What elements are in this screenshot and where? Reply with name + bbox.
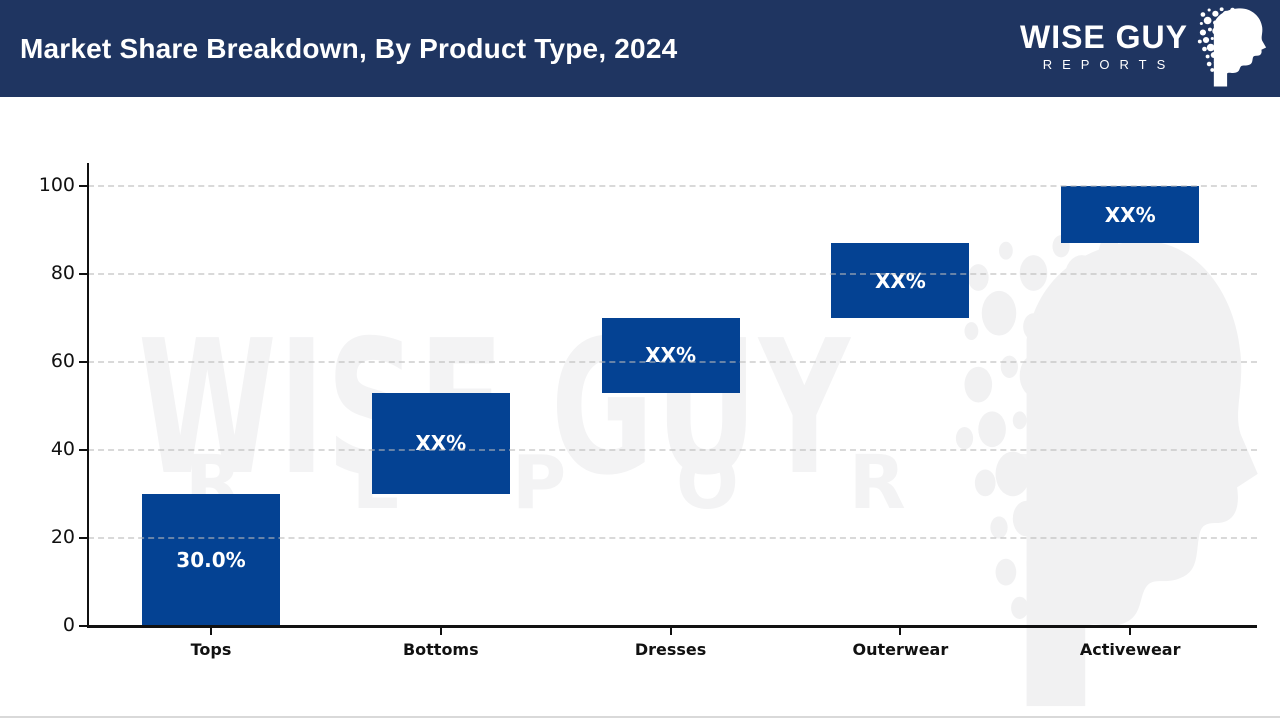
y-tick-label: 0 xyxy=(62,614,75,636)
gridline xyxy=(88,361,1257,363)
bottom-divider xyxy=(0,716,1280,718)
y-tick-label: 80 xyxy=(50,262,75,284)
x-category-label: Dresses xyxy=(634,640,707,659)
page-title: Market Share Breakdown, By Product Type,… xyxy=(20,32,678,64)
bar-value-label: XX% xyxy=(874,268,926,293)
header-bar: Market Share Breakdown, By Product Type,… xyxy=(0,0,1280,97)
bar-value-label: XX% xyxy=(645,343,697,368)
y-tick-mark xyxy=(79,537,88,539)
y-tick-label: 100 xyxy=(38,174,75,196)
watermark-head-logo-icon xyxy=(955,235,1258,707)
y-tick-label: 60 xyxy=(50,350,75,372)
y-tick-mark xyxy=(79,185,88,187)
brand-subtitle: REPORTS xyxy=(1042,56,1176,72)
x-axis xyxy=(87,625,1257,628)
x-tick-mark xyxy=(439,628,442,635)
x-category-label: Bottoms xyxy=(402,640,479,659)
x-category-label: Tops xyxy=(190,640,232,659)
bar-segment: XX% xyxy=(831,243,970,318)
brand-head-logo-icon xyxy=(1197,7,1267,87)
gridline xyxy=(88,185,1257,187)
x-category-label: Activewear xyxy=(1079,640,1181,659)
x-tick-mark xyxy=(1129,628,1132,635)
bar-value-label: XX% xyxy=(1104,202,1156,227)
x-category-label: Outerwear xyxy=(852,640,949,659)
bar-segment: XX% xyxy=(1061,186,1200,244)
y-axis xyxy=(87,163,89,628)
bar-segment: XX% xyxy=(601,318,740,393)
gridline xyxy=(88,537,1257,539)
y-tick-mark xyxy=(79,361,88,363)
gridline xyxy=(88,449,1257,451)
y-tick-mark xyxy=(79,273,88,275)
gridline xyxy=(88,273,1257,275)
y-tick-mark xyxy=(79,625,88,627)
y-tick-label: 20 xyxy=(50,526,75,548)
bar-value-label: XX% xyxy=(415,431,467,456)
y-tick-mark xyxy=(79,449,88,451)
brand-logo: WISE GUY REPORTS xyxy=(1020,4,1270,88)
bar-value-label: 30.0% xyxy=(176,548,246,572)
brand-logo-text: WISE GUY REPORTS xyxy=(1019,19,1188,72)
x-tick-mark xyxy=(899,628,902,635)
brand-name: WISE GUY xyxy=(1019,19,1188,56)
bar-segment: 30.0% xyxy=(142,494,280,626)
y-tick-label: 40 xyxy=(50,438,75,460)
bar-segment: XX% xyxy=(371,392,510,494)
x-tick-mark xyxy=(669,628,672,635)
x-tick-mark xyxy=(210,628,212,635)
